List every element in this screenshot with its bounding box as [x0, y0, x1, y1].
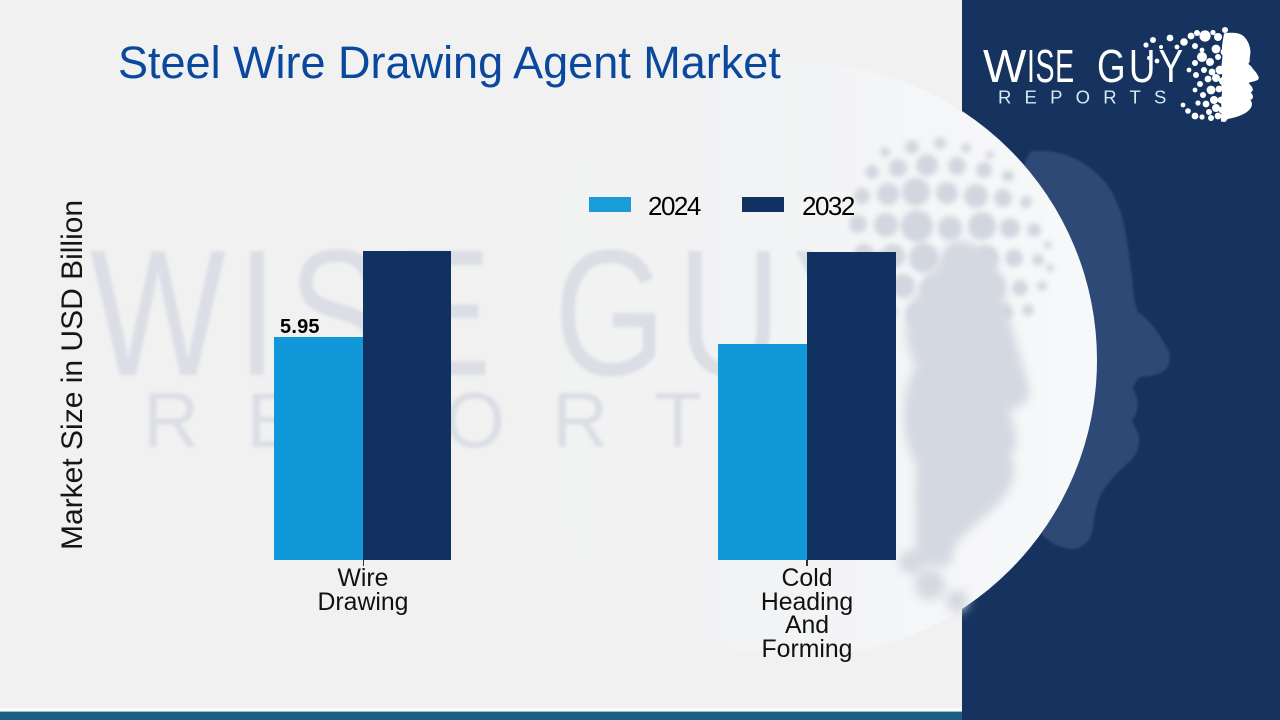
svg-text:ISE: ISE [1027, 41, 1075, 93]
svg-text:GUY: GUY [1097, 40, 1186, 92]
svg-text:REPORTS: REPORTS [143, 376, 848, 464]
svg-text:W: W [983, 40, 1027, 92]
svg-text:REPORTS: REPORTS [998, 87, 1180, 108]
